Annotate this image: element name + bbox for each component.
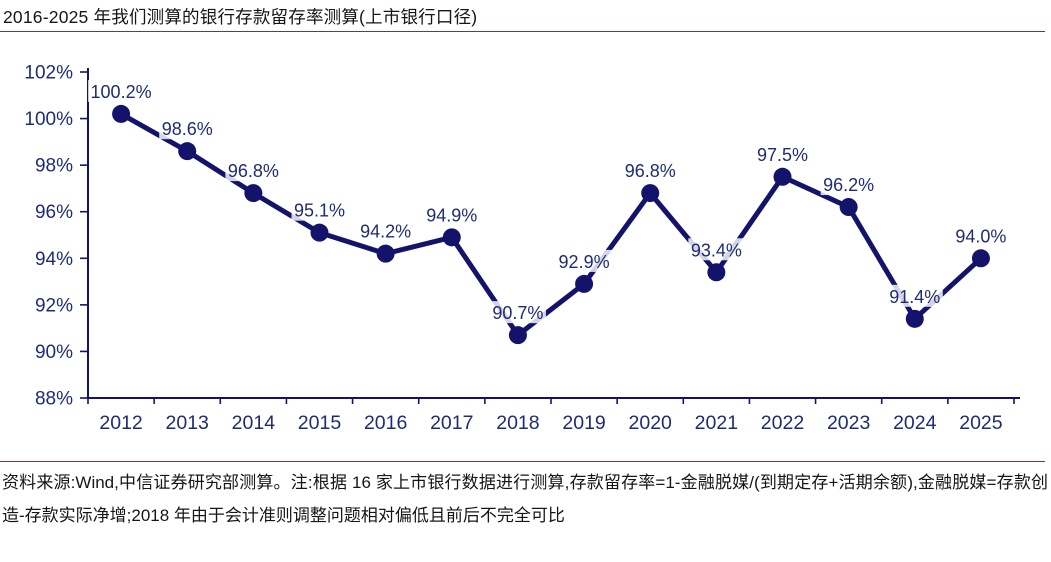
data-point bbox=[310, 223, 329, 242]
data-point bbox=[442, 228, 461, 247]
y-axis-label: 88% bbox=[35, 389, 73, 410]
data-label-bg bbox=[952, 224, 1009, 247]
data-point bbox=[178, 142, 197, 161]
data-label-bg bbox=[886, 284, 943, 307]
data-label-bg bbox=[357, 219, 414, 242]
data-label: 94.9% bbox=[426, 205, 477, 225]
data-label-bg bbox=[423, 203, 480, 226]
x-axis-label: 2024 bbox=[893, 412, 937, 434]
title-underline bbox=[0, 31, 1045, 32]
data-label-bg bbox=[88, 79, 155, 102]
y-axis-label: 98% bbox=[35, 156, 73, 177]
y-axis-label: 96% bbox=[35, 202, 73, 223]
y-axis-label: 94% bbox=[35, 249, 73, 270]
x-axis-label: 2015 bbox=[298, 412, 342, 434]
y-axis-label: 102% bbox=[24, 63, 73, 84]
y-axis-label: 100% bbox=[24, 109, 73, 130]
data-label: 93.4% bbox=[691, 240, 742, 260]
data-label: 100.2% bbox=[91, 82, 152, 102]
data-label-bg bbox=[291, 198, 348, 221]
data-label: 98.6% bbox=[162, 119, 213, 139]
data-point bbox=[971, 249, 990, 268]
data-label: 96.8% bbox=[228, 161, 279, 181]
data-label: 90.7% bbox=[492, 303, 543, 323]
data-label: 91.4% bbox=[889, 287, 940, 307]
data-label: 96.8% bbox=[625, 161, 676, 181]
x-axis-label: 2014 bbox=[232, 412, 276, 434]
footer-divider bbox=[0, 461, 1045, 462]
data-point bbox=[575, 274, 594, 293]
data-label: 97.5% bbox=[757, 145, 808, 165]
data-label-bg bbox=[754, 142, 811, 165]
data-point bbox=[376, 244, 395, 263]
x-axis-label: 2020 bbox=[629, 412, 673, 434]
data-label-bg bbox=[225, 159, 282, 182]
data-label-bg bbox=[622, 159, 679, 182]
data-point bbox=[244, 184, 263, 203]
data-label: 94.2% bbox=[360, 222, 411, 242]
data-label-bg bbox=[489, 301, 546, 324]
x-axis-label: 2025 bbox=[959, 412, 1003, 434]
data-label: 95.1% bbox=[294, 201, 345, 221]
data-point bbox=[641, 184, 660, 203]
x-axis-label: 2012 bbox=[99, 412, 142, 434]
data-point bbox=[773, 167, 792, 186]
data-point bbox=[707, 263, 726, 282]
data-point bbox=[112, 104, 131, 123]
x-axis-label: 2019 bbox=[562, 412, 605, 434]
data-label-bg bbox=[820, 173, 877, 196]
x-axis-label: 2021 bbox=[695, 412, 738, 434]
x-axis-label: 2016 bbox=[364, 412, 407, 434]
retention-line-chart: 102% 100% 98% 96% 94% 92% 90% 88% 2012 2013 2014 20… bbox=[24, 63, 1020, 434]
x-axis-label: 2023 bbox=[827, 412, 870, 434]
y-axis-label: 92% bbox=[35, 295, 73, 316]
series-line bbox=[118, 111, 984, 338]
x-axis-label: 2022 bbox=[761, 412, 804, 434]
data-label: 92.9% bbox=[559, 252, 610, 272]
data-label-bg bbox=[556, 249, 613, 272]
y-axis-label: 90% bbox=[35, 342, 73, 363]
data-label: 96.2% bbox=[823, 175, 874, 195]
data-point bbox=[508, 326, 527, 345]
data-label-bg bbox=[688, 238, 745, 261]
data-label: 94.0% bbox=[955, 226, 1006, 246]
chart-title: 2016-2025 年我们测算的银行存款留存率测算(上市银行口径) bbox=[3, 7, 478, 27]
x-axis-label: 2018 bbox=[496, 412, 539, 434]
data-label-bg bbox=[159, 117, 216, 140]
source-note: 资料来源:Wind,中信证券研究部测算。注:根据 16 家上市银行数据进行测算,… bbox=[2, 473, 1048, 525]
x-axis-label: 2017 bbox=[430, 412, 473, 434]
x-axis-label: 2013 bbox=[166, 412, 209, 434]
data-point bbox=[839, 198, 858, 217]
data-point bbox=[905, 309, 924, 328]
